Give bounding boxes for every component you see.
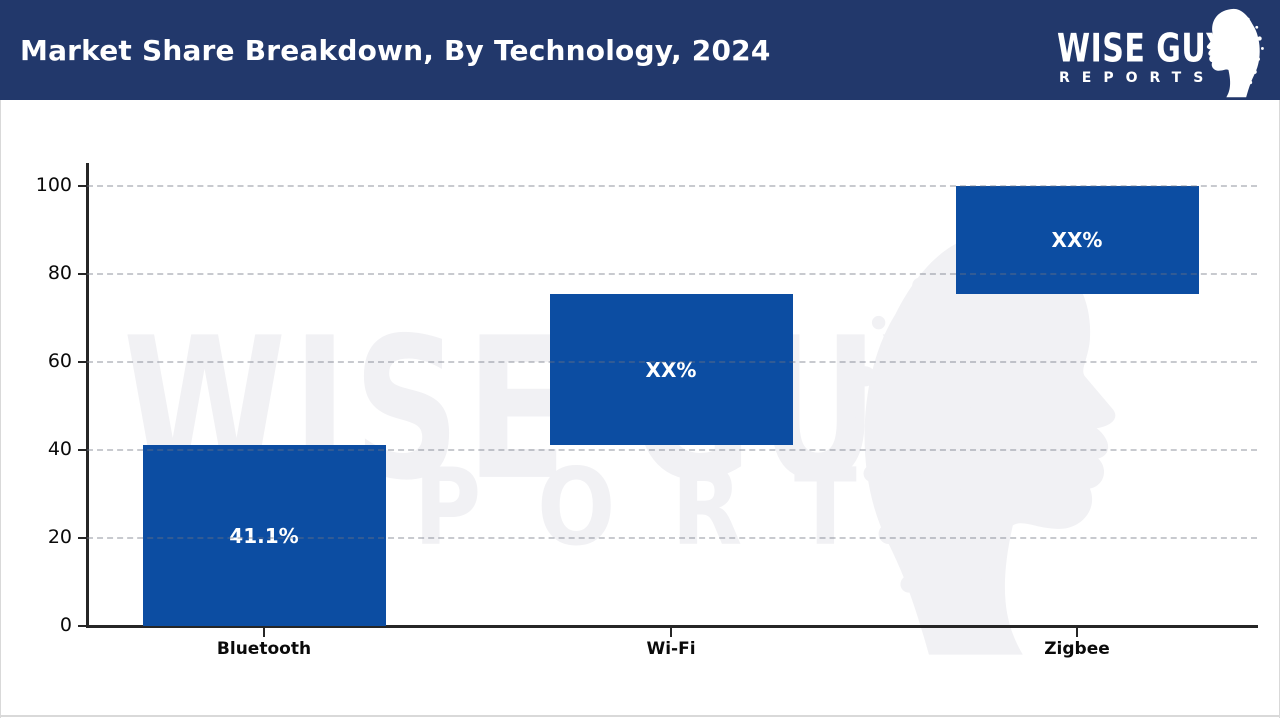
y-tick-mark xyxy=(78,449,87,451)
x-tick-label: Bluetooth xyxy=(216,639,312,659)
y-tick-label: 60 xyxy=(47,350,72,372)
y-tick-mark xyxy=(78,625,87,627)
x-axis-line xyxy=(86,625,1258,628)
y-tick-label: 40 xyxy=(47,438,72,460)
gridline xyxy=(87,537,1257,539)
bar-bluetooth: 41.1% xyxy=(142,445,386,626)
logo-head-icon xyxy=(1206,8,1264,98)
x-tick-mark xyxy=(670,628,672,637)
gridline xyxy=(87,449,1257,451)
page-title: Market Share Breakdown, By Technology, 2… xyxy=(20,33,771,67)
bar-zigbee: XX% xyxy=(955,186,1199,295)
x-tick-mark xyxy=(263,628,265,637)
y-tick-label: 100 xyxy=(35,174,72,196)
gridline xyxy=(87,185,1257,187)
bar-value-label: XX% xyxy=(645,357,697,382)
x-tick-label: Zigbee xyxy=(1044,639,1110,659)
logo-subtext: REPORTS xyxy=(1059,70,1216,86)
gridline xyxy=(87,361,1257,363)
y-tick-mark xyxy=(78,273,87,275)
y-tick-mark xyxy=(78,185,87,187)
brand-logo: WISE GUY REPORTS xyxy=(1053,4,1268,98)
y-tick-label: 80 xyxy=(47,262,72,284)
y-axis-line xyxy=(86,163,89,628)
bar-value-label: XX% xyxy=(1051,228,1103,253)
y-tick-mark xyxy=(78,537,87,539)
bar-value-label: 41.1% xyxy=(229,523,299,548)
y-tick-mark xyxy=(78,361,87,363)
header: Market Share Breakdown, By Technology, 2… xyxy=(0,0,1280,100)
gridline xyxy=(87,273,1257,275)
y-tick-label: 0 xyxy=(59,614,72,636)
x-tick-label: Wi-Fi xyxy=(646,639,696,659)
y-tick-label: 20 xyxy=(47,526,72,548)
logo-wordmark: WISE GUY xyxy=(1057,26,1229,73)
x-tick-mark xyxy=(1076,628,1078,637)
bar-wi-fi: XX% xyxy=(549,294,793,446)
left-border xyxy=(0,100,1,718)
bottom-border xyxy=(0,715,1280,717)
